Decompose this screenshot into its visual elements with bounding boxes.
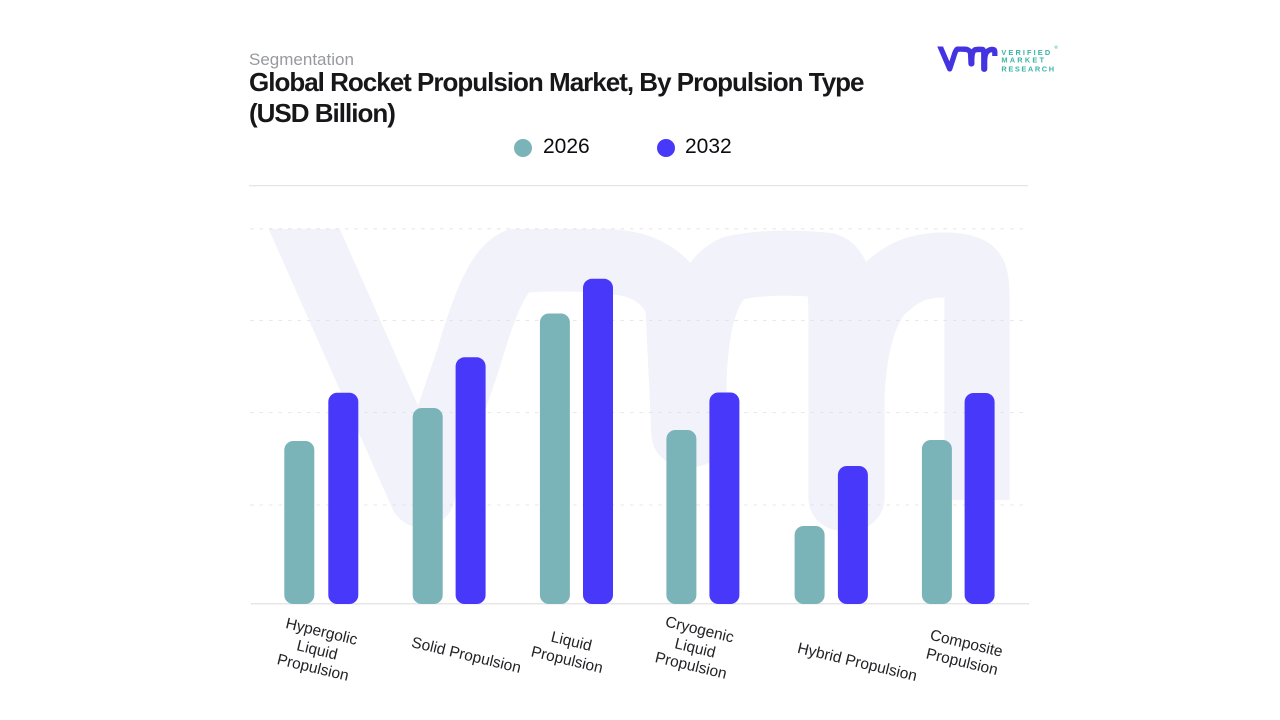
svg-text:MARKET: MARKET	[1001, 56, 1046, 65]
svg-text:RESEARCH: RESEARCH	[1001, 65, 1055, 74]
svg-text:®: ®	[1055, 45, 1059, 50]
svg-text:VERIFIED: VERIFIED	[1001, 48, 1052, 57]
